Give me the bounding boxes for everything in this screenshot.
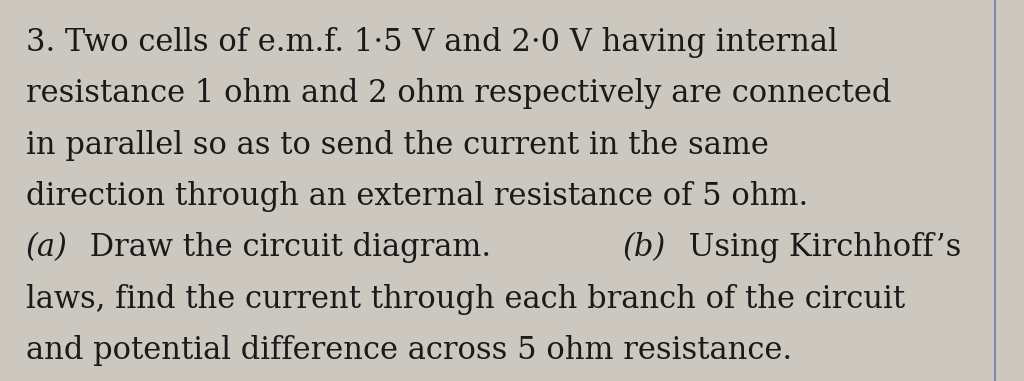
Text: and potential difference across 5 ohm resistance.: and potential difference across 5 ohm re… — [26, 335, 792, 366]
Text: Draw the circuit diagram.: Draw the circuit diagram. — [80, 232, 501, 263]
Text: direction through an external resistance of 5 ohm.: direction through an external resistance… — [26, 181, 808, 212]
Text: laws, find the current through each branch of the circuit: laws, find the current through each bran… — [26, 284, 905, 315]
Text: resistance 1 ohm and 2 ohm respectively are connected: resistance 1 ohm and 2 ohm respectively … — [26, 78, 891, 109]
Text: (a): (a) — [26, 232, 68, 263]
Text: Using Kirchhoff’s: Using Kirchhoff’s — [679, 232, 961, 263]
Text: (b): (b) — [623, 232, 666, 263]
Text: 3. Two cells of e.m.f. 1·5 V and 2·0 V having internal: 3. Two cells of e.m.f. 1·5 V and 2·0 V h… — [26, 27, 838, 58]
Text: in parallel so as to send the current in the same: in parallel so as to send the current in… — [26, 130, 768, 160]
